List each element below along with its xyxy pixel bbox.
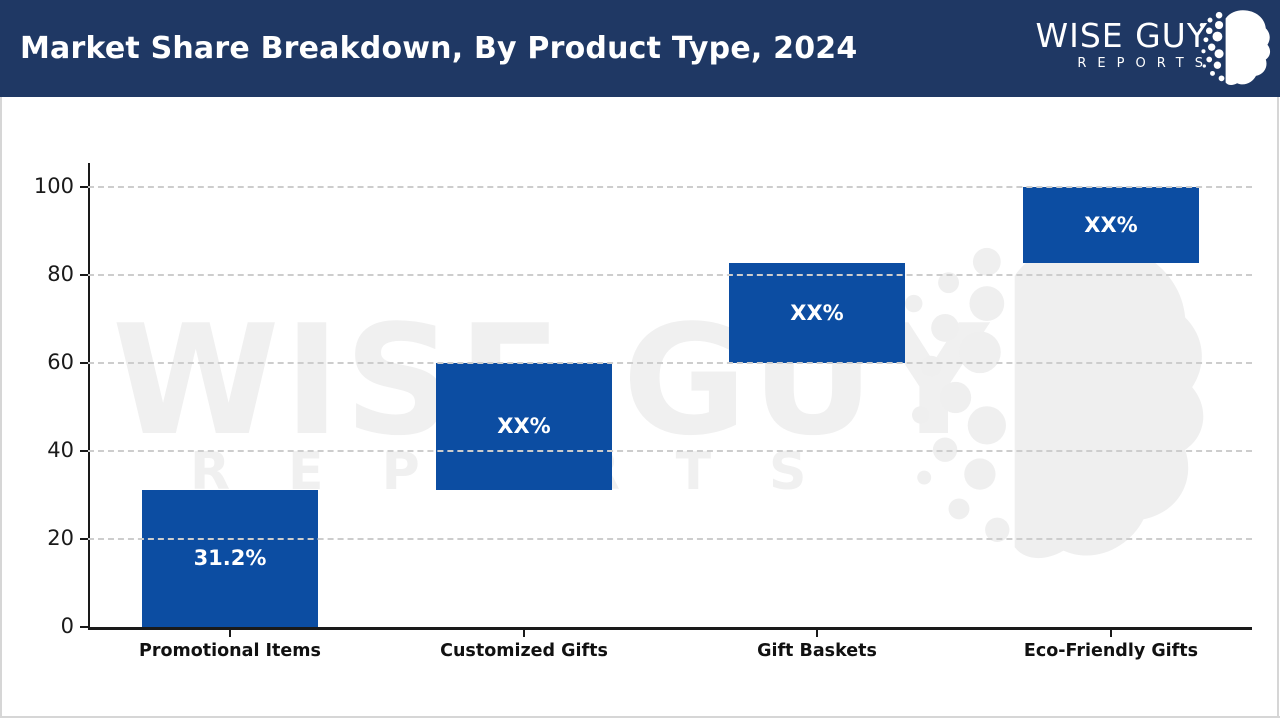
y-tick-label-40: 40 xyxy=(47,438,74,462)
y-tick-mark-80 xyxy=(80,274,88,276)
y-tick-mark-40 xyxy=(80,450,88,452)
frame-border-left xyxy=(0,97,2,718)
x-tick-mark-2 xyxy=(523,629,525,637)
x-tick-mark-3 xyxy=(816,629,818,637)
y-tick-mark-0 xyxy=(80,626,88,628)
y-tick-mark-60 xyxy=(80,362,88,364)
bar-gift-baskets: XX% xyxy=(729,262,905,363)
x-category-label-gift-baskets: Gift Baskets xyxy=(757,641,877,661)
bar-value-label: XX% xyxy=(497,414,551,439)
y-tick-mark-100 xyxy=(80,186,88,188)
y-gridline-40 xyxy=(88,450,1252,452)
x-category-label-customized-gifts: Customized Gifts xyxy=(440,641,608,661)
y-tick-label-0: 0 xyxy=(60,614,74,638)
y-gridline-100 xyxy=(88,186,1252,188)
frame-border-right xyxy=(1277,97,1279,718)
plot-area: 31.2% XX% XX% XX% 0 20 40 60 80 100 Promotional It… xyxy=(0,97,1280,720)
y-gridline-20 xyxy=(88,538,1252,540)
y-tick-label-60: 60 xyxy=(47,350,74,374)
y-tick-label-20: 20 xyxy=(47,526,74,550)
y-tick-label-80: 80 xyxy=(47,262,74,286)
bar-eco-friendly-gifts: XX% xyxy=(1023,187,1199,263)
logo-wordmark: WISE GUY REPORTS xyxy=(1035,16,1208,72)
wiseguy-logo: WISE GUY REPORTS xyxy=(1020,0,1271,97)
x-category-label-eco-friendly-gifts: Eco-Friendly Gifts xyxy=(1023,641,1199,661)
y-tick-label-100: 100 xyxy=(33,174,74,198)
x-category-label-promotional-items: Promotional Items xyxy=(139,641,321,661)
logo-head-icon xyxy=(1199,10,1271,86)
y-gridline-60 xyxy=(88,362,1252,364)
bar-value-label: XX% xyxy=(790,300,844,325)
bar-customized-gifts: XX% xyxy=(436,363,612,490)
x-tick-mark-4 xyxy=(1110,629,1112,637)
bar-value-label: XX% xyxy=(1084,212,1138,237)
bar-value-label: 31.2% xyxy=(193,546,267,571)
frame-border-bottom xyxy=(0,716,1280,718)
y-gridline-80 xyxy=(88,274,1252,276)
bar-promotional-items: 31.2% xyxy=(142,489,318,627)
y-tick-mark-20 xyxy=(80,538,88,540)
chart-canvas: WISE GUY REPORTS 31.2%XX%XX%XX%020406080… xyxy=(0,97,1280,720)
x-tick-mark-1 xyxy=(229,629,231,637)
logo-wordmark-line1: WISE GUY xyxy=(1035,16,1208,55)
header-bar: Market Share Breakdown, By Product Type,… xyxy=(0,0,1280,97)
chart-title: Market Share Breakdown, By Product Type,… xyxy=(20,31,858,66)
logo-wordmark-line2: REPORTS xyxy=(1077,56,1214,71)
y-axis-line xyxy=(88,163,90,629)
x-axis-line xyxy=(88,627,1252,630)
